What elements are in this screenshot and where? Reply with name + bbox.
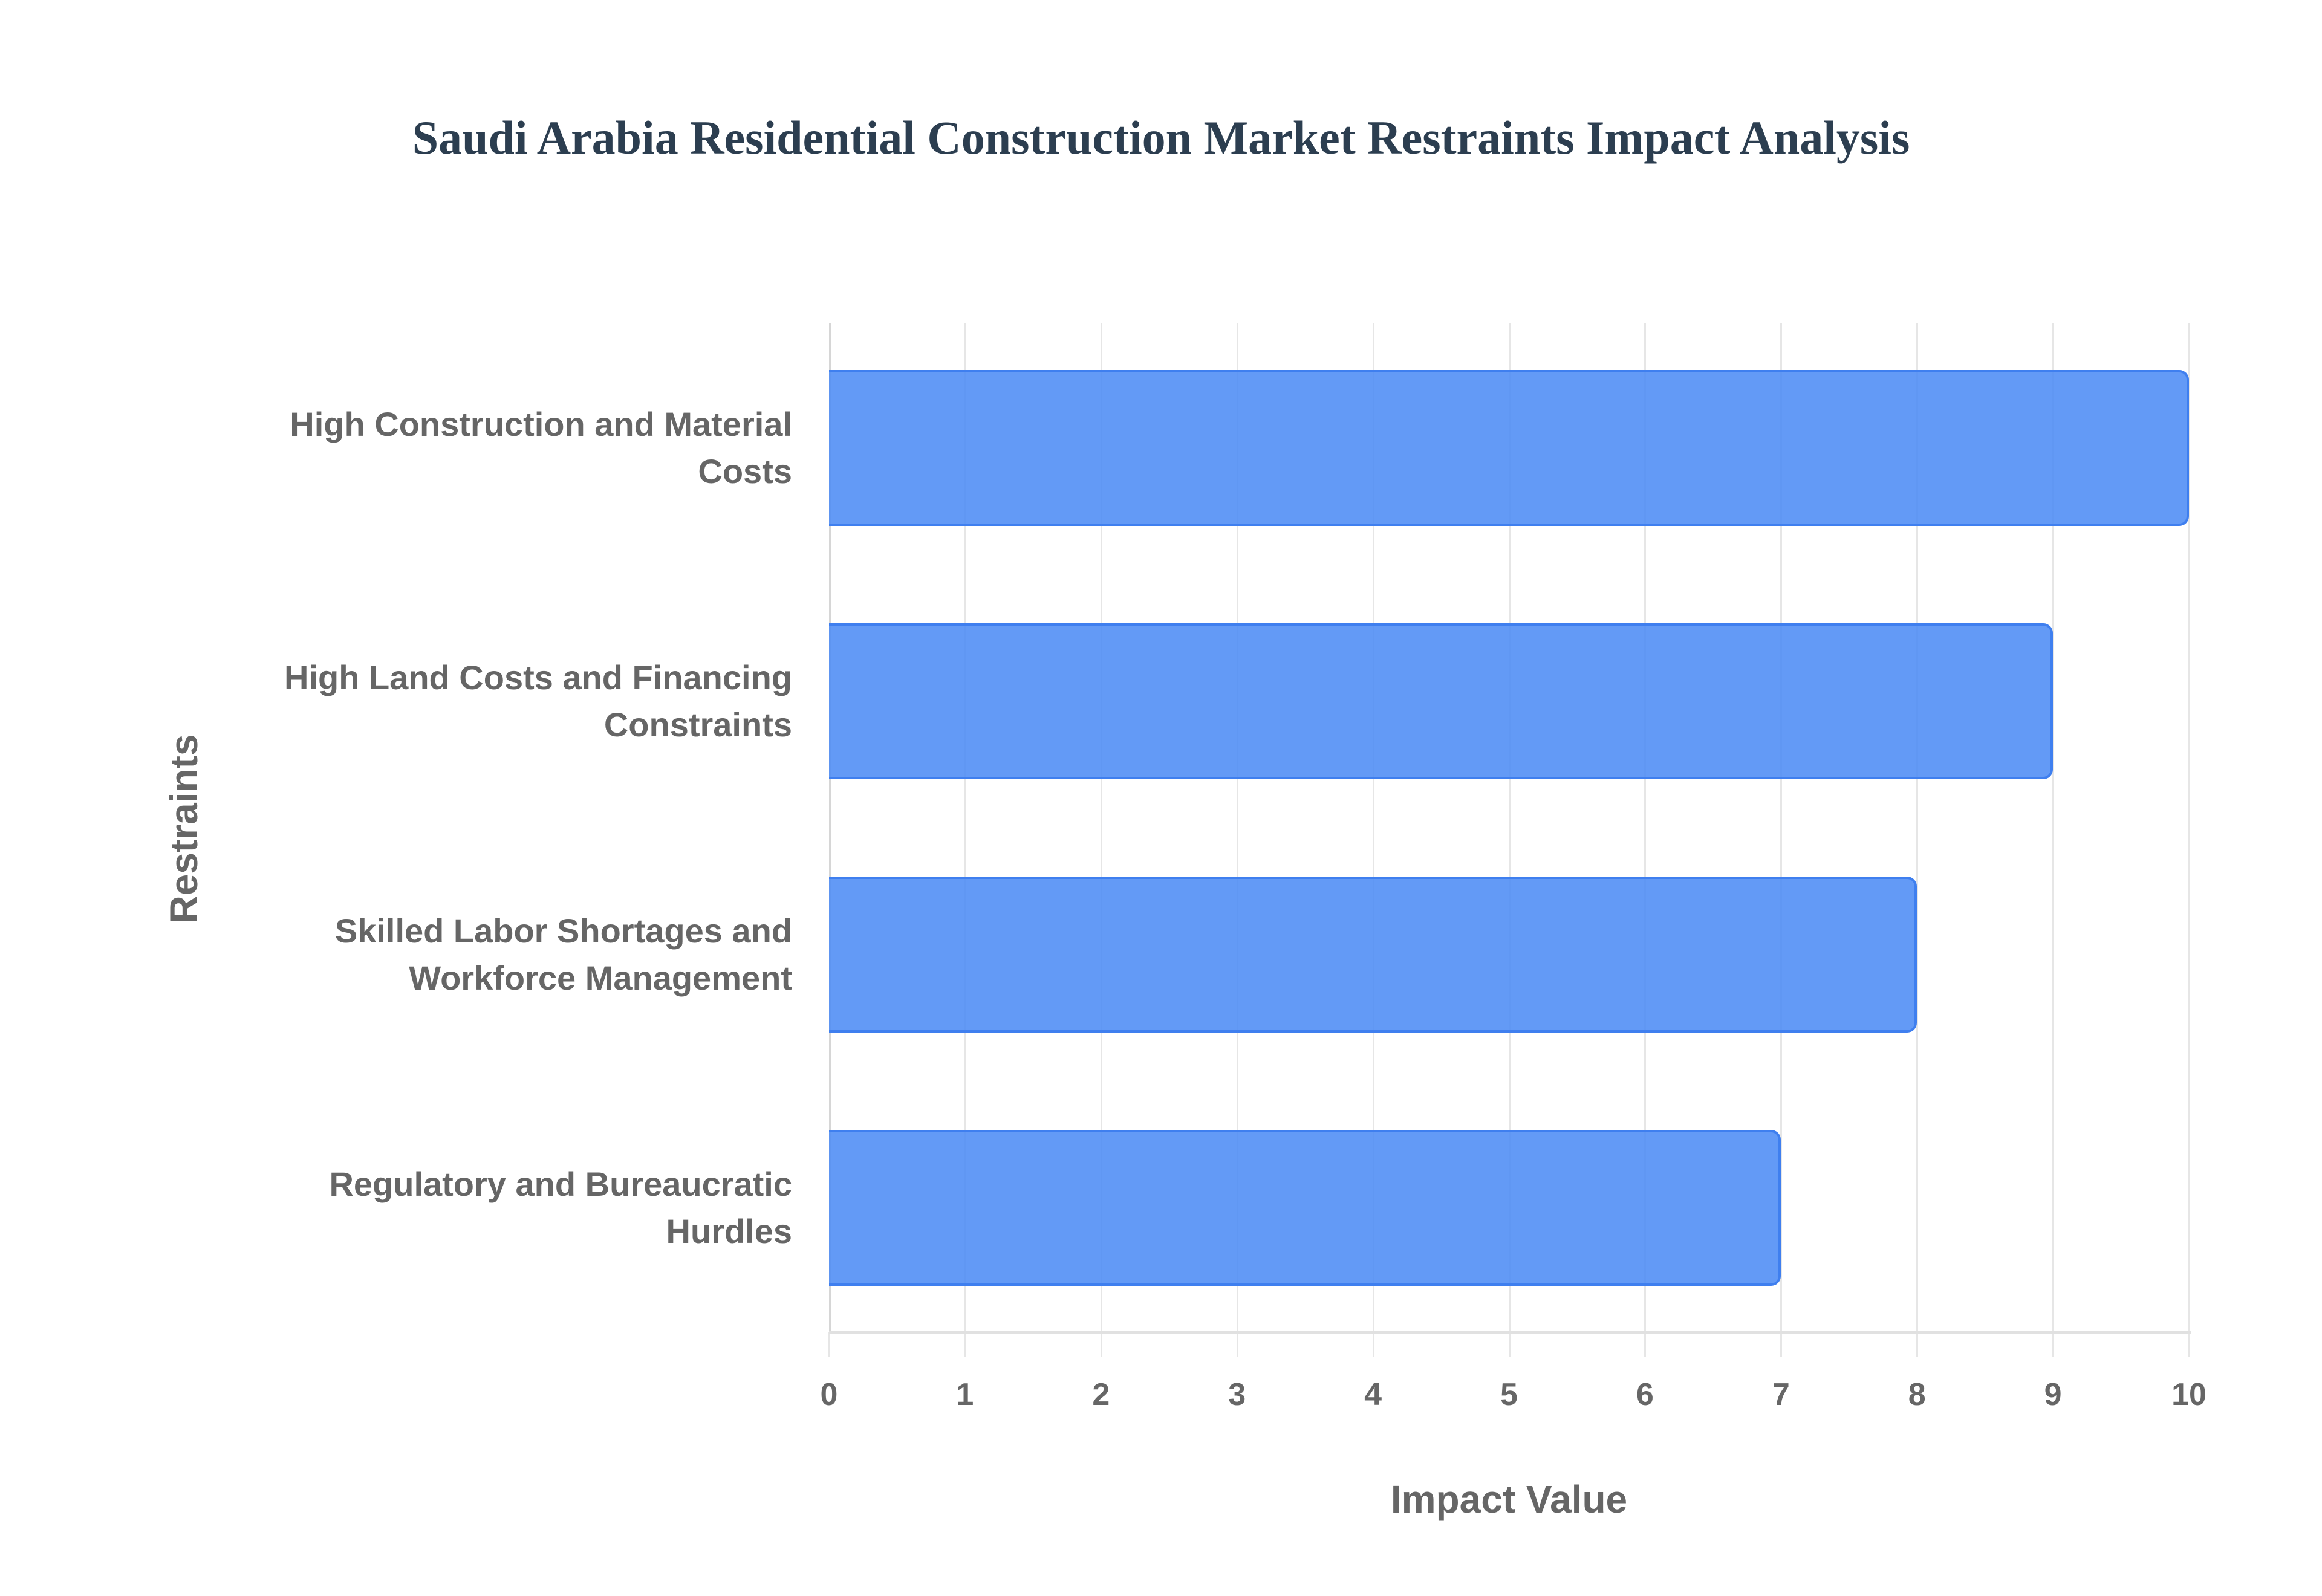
y-axis-title: Restraints [162,734,206,924]
bar[interactable] [829,370,2189,526]
gridline [1372,323,1374,1332]
category-label-line: Hurdles [666,1212,793,1250]
tick-mark [1780,1332,1783,1357]
category-label-line: Regulatory and Bureaucratic [329,1165,792,1203]
category-label-line: Workforce Management [409,959,792,997]
gridline [2052,323,2055,1332]
y-category-label: High Construction and Material Costs [187,401,792,495]
y-category-label: Skilled Labor Shortages and Workforce Man… [187,907,792,1002]
gridline [2188,323,2190,1332]
x-axis-title: Impact Value [1390,1478,1628,1521]
tick-mark [1916,1332,1919,1357]
bar[interactable] [829,1130,1781,1286]
tick-mark [828,1332,830,1357]
tick-mark [1100,1332,1102,1357]
category-label-line: High Land Costs and Financing [284,658,792,696]
x-tick-label: 8 [1908,1377,1926,1412]
tick-mark [2188,1332,2190,1357]
x-tick-label: 9 [2044,1377,2062,1412]
category-label-line: Costs [698,452,792,490]
category-label-line: High Construction and Material [290,405,792,443]
chart-title: Saudi Arabia Residential Construction Ma… [412,111,1910,164]
gridline [1508,323,1511,1332]
gridline [1100,323,1102,1332]
tick-mark [1236,1332,1238,1357]
plot-area [828,323,2191,1357]
category-label-line: Skilled Labor Shortages and [334,912,792,950]
x-tick-label: 7 [1772,1377,1790,1412]
bar[interactable] [829,623,2054,779]
x-tick-label: 2 [1092,1377,1110,1412]
x-tick-label: 6 [1636,1377,1654,1412]
tick-mark [1508,1332,1511,1357]
x-tick-label: 4 [1364,1377,1382,1412]
y-axis-line [829,323,831,1334]
x-tick-label: 5 [1500,1377,1518,1412]
gridline [1780,323,1783,1332]
category-label-line: Constraints [603,706,792,744]
gridline [1236,323,1238,1332]
y-category-label: High Land Costs and Financing Constraints [187,654,792,748]
tick-mark [1372,1332,1374,1357]
bar[interactable] [829,877,1917,1033]
tick-mark [2052,1332,2055,1357]
gridline [1644,323,1647,1332]
x-tick-label: 10 [2171,1377,2207,1412]
x-tick-label: 3 [1228,1377,1246,1412]
y-category-label: Regulatory and Bureaucratic Hurdles [187,1161,792,1255]
tick-mark [964,1332,966,1357]
gridline [964,323,966,1332]
x-tick-label: 0 [820,1377,838,1412]
x-tick-label: 1 [956,1377,974,1412]
x-axis-line [829,1331,2191,1334]
tick-mark [1644,1332,1647,1357]
gridline [1916,323,1919,1332]
